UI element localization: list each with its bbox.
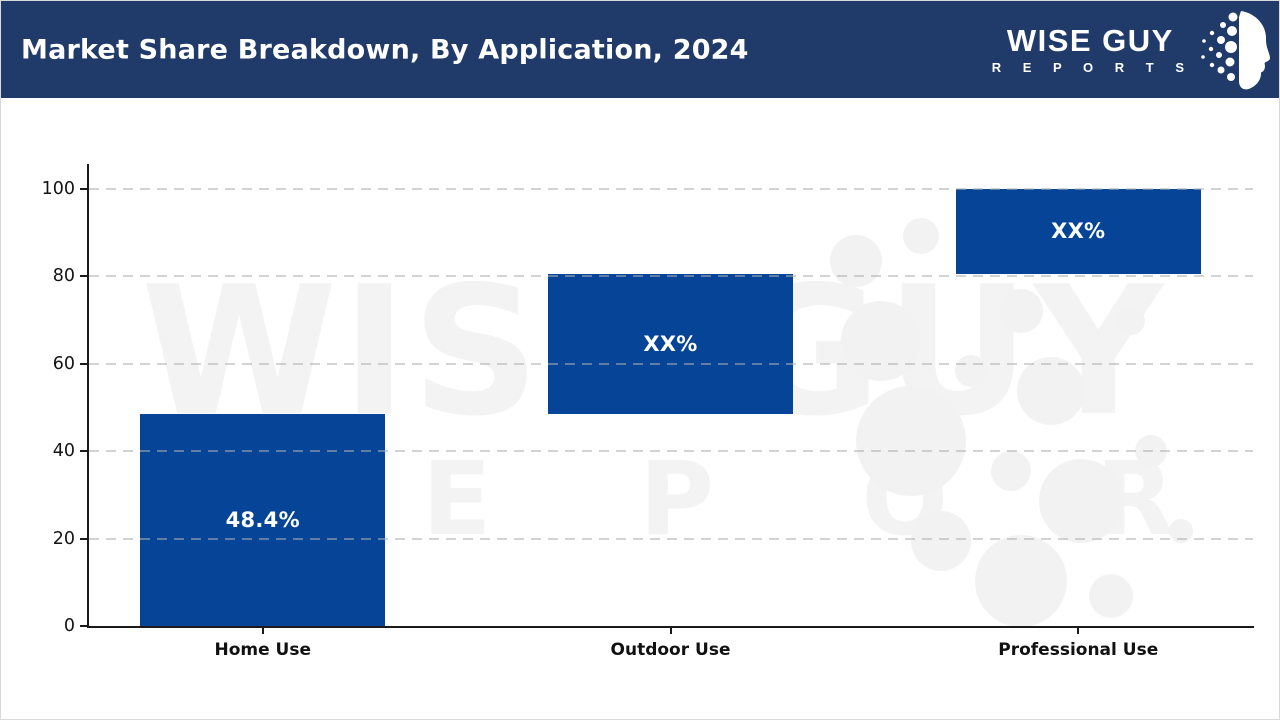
- y-tick-60: [80, 362, 88, 365]
- watermark-head-dots: [830, 218, 1193, 627]
- gridline-60: [89, 362, 1253, 365]
- y-tick-40: [80, 450, 88, 452]
- bar-outdoor-use: XX%: [548, 273, 793, 415]
- x-tick-outdoor-use: [669, 627, 672, 634]
- y-tick-label-40: 40: [52, 441, 75, 461]
- y-axis-spine: [87, 164, 89, 628]
- y-tick-label-100: 100: [41, 178, 75, 199]
- x-tick-label-professional-use: Professional Use: [998, 640, 1159, 660]
- y-tick-label-0: 0: [63, 616, 75, 636]
- logo-wordmark: WISE GUY: [1006, 23, 1174, 58]
- bar-professional-use: XX%: [955, 188, 1201, 274]
- x-axis-spine: [87, 626, 1254, 628]
- y-tick-20: [80, 537, 88, 540]
- x-tick-professional-use: [1077, 627, 1080, 634]
- x-tick-label-outdoor-use: Outdoor Use: [610, 640, 731, 660]
- y-tick-label-80: 80: [52, 266, 75, 286]
- x-tick-label-home-use: Home Use: [214, 640, 312, 660]
- y-tick-label-20: 20: [52, 528, 75, 549]
- x-tick-home-use: [261, 627, 264, 634]
- bar-label-home-use: 48.4%: [225, 508, 300, 533]
- gridline-20: [89, 537, 1253, 540]
- y-tick-100: [80, 187, 88, 190]
- bar-home-use: 48.4%: [140, 414, 386, 626]
- header-banner: Market Share Breakdown, By Application, …: [1, 1, 1279, 98]
- bar-label-professional-use: XX%: [1051, 219, 1106, 244]
- gridline-100: [89, 187, 1253, 190]
- y-tick-0: [80, 625, 88, 627]
- page-title: Market Share Breakdown, By Application, …: [21, 34, 749, 65]
- brand-logo: WISE GUY R E P O R T S: [988, 1, 1271, 98]
- y-tick-label-60: 60: [52, 353, 75, 374]
- y-tick-80: [80, 275, 88, 277]
- logo-reports-label: R E P O R T S: [991, 60, 1193, 75]
- bar-label-outdoor-use: XX%: [643, 332, 698, 357]
- logo-head-icon: [1201, 10, 1270, 89]
- gridline-80: [89, 275, 1253, 277]
- gridline-40: [89, 450, 1253, 452]
